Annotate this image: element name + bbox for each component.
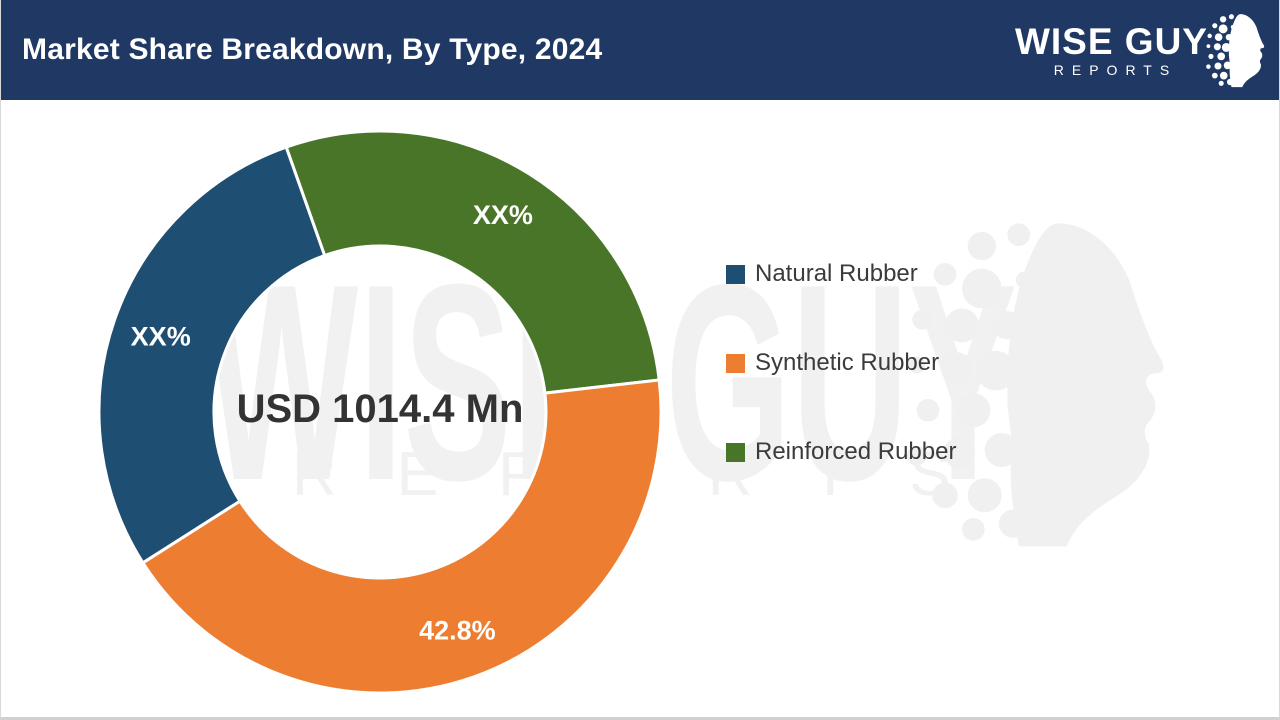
legend-label: Synthetic Rubber: [755, 349, 940, 376]
page-title: Market Share Breakdown, By Type, 2024: [22, 33, 603, 66]
donut-slice-reinforced-rubber: [284, 129, 661, 395]
logo-face-icon: [1206, 14, 1265, 88]
legend-swatch-synthetic-rubber: [726, 353, 745, 373]
slice-label-natural-rubber: XX%: [131, 321, 191, 351]
donut-chart: XX% 42.8% XX% USD 1014.4 Mn: [97, 129, 663, 695]
legend-swatch-reinforced-rubber: [726, 442, 745, 462]
legend-item-natural-rubber: Natural Rubber: [726, 261, 918, 287]
legend-swatch-natural-rubber: [726, 264, 745, 284]
header-bar: Market Share Breakdown, By Type, 2024 WI…: [0, 0, 1280, 100]
donut-center-value: USD 1014.4 Mn: [237, 387, 524, 431]
logo-subtitle: REPORTS: [1053, 62, 1178, 78]
donut-slice-synthetic-rubber: [140, 378, 663, 695]
legend-item-synthetic-rubber: Synthetic Rubber: [726, 350, 939, 376]
wise-guy-logo: WISE GUY REPORTS: [1015, 6, 1266, 94]
slice-label-reinforced-rubber: XX%: [473, 200, 533, 230]
legend-label: Reinforced Rubber: [755, 438, 957, 465]
legend-item-reinforced-rubber: Reinforced Rubber: [726, 439, 956, 465]
donut-slice-natural-rubber: [97, 145, 327, 565]
slice-label-synthetic-rubber: 42.8%: [419, 616, 496, 646]
watermark-face-icon: [906, 223, 1164, 547]
logo-wordmark: WISE GUY: [1014, 21, 1208, 62]
legend-label: Natural Rubber: [755, 260, 918, 287]
